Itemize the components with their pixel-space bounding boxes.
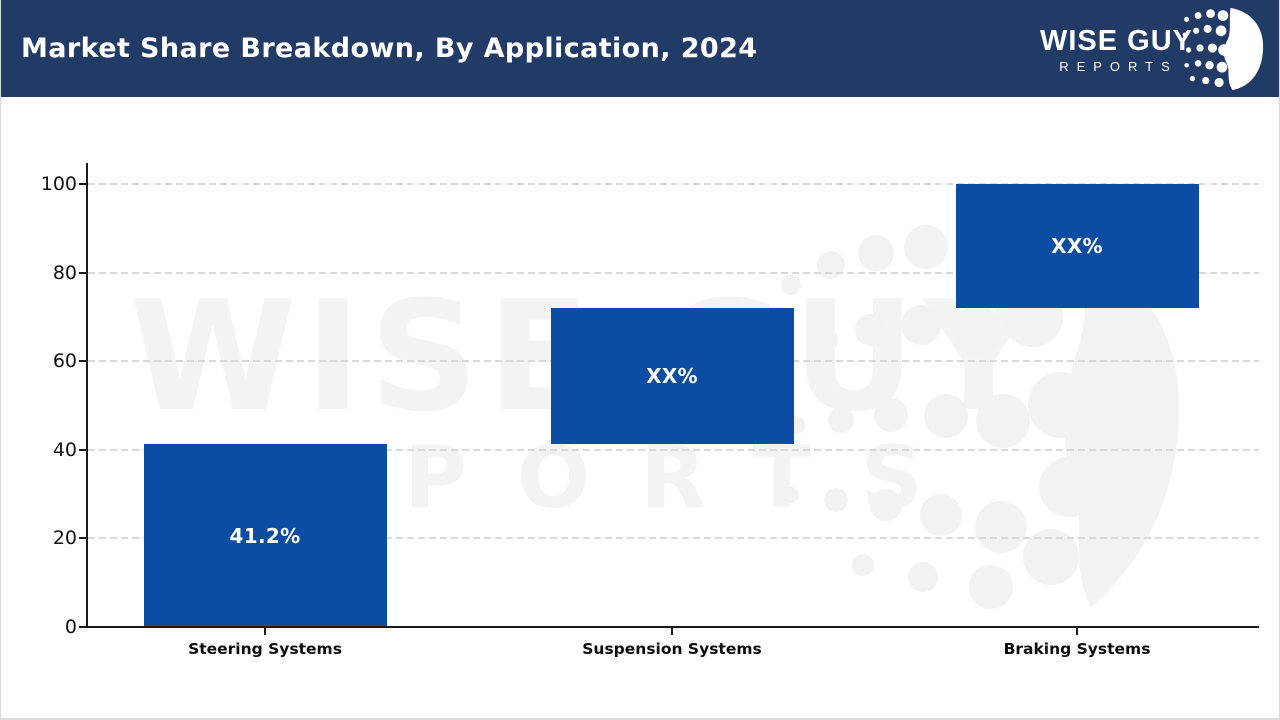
header-band: Market Share Breakdown, By Application, … bbox=[1, 0, 1279, 97]
x-category-label: Steering Systems bbox=[188, 640, 342, 658]
y-tick-label: 80 bbox=[52, 261, 77, 284]
y-tick-label: 100 bbox=[40, 173, 77, 195]
bar-1: XX% bbox=[550, 308, 794, 445]
y-tick-label: 0 bbox=[64, 616, 77, 638]
x-category-label: Braking Systems bbox=[1003, 640, 1151, 658]
wise-guy-logo: WISE GUY REPORTS bbox=[1015, 6, 1265, 92]
y-tick-mark bbox=[79, 537, 86, 540]
y-gridline bbox=[88, 448, 1259, 451]
y-tick-label: 20 bbox=[52, 527, 77, 550]
x-axis-line bbox=[86, 626, 1259, 628]
page-title: Market Share Breakdown, By Application, … bbox=[21, 33, 758, 64]
bar-value-label: 41.2% bbox=[229, 523, 301, 548]
y-tick-mark bbox=[79, 183, 86, 185]
y-axis-line bbox=[86, 163, 88, 628]
bar-0: 41.2% bbox=[143, 444, 387, 627]
x-tick-mark bbox=[1076, 628, 1078, 635]
y-tick-mark bbox=[79, 360, 86, 363]
y-tick-mark bbox=[79, 626, 86, 628]
logo-text: WISE GUY REPORTS bbox=[1040, 25, 1193, 74]
logo-wordmark: WISE GUY bbox=[1039, 24, 1193, 57]
watermark-face-icon bbox=[778, 225, 1180, 609]
y-tick-label: 40 bbox=[52, 438, 77, 461]
y-gridline bbox=[88, 537, 1259, 540]
logo-face-icon bbox=[1182, 7, 1264, 91]
bar-value-label: XX% bbox=[1051, 234, 1103, 259]
y-gridline bbox=[88, 271, 1259, 274]
bar-value-label: XX% bbox=[646, 364, 698, 389]
bar-2: XX% bbox=[955, 184, 1199, 309]
x-category-label: Suspension Systems bbox=[582, 640, 762, 658]
y-tick-mark bbox=[79, 448, 86, 451]
y-tick-label: 60 bbox=[52, 350, 77, 373]
y-gridline bbox=[88, 183, 1259, 185]
x-tick-mark bbox=[264, 628, 266, 635]
logo-subtitle: REPORTS bbox=[1059, 58, 1178, 74]
y-tick-mark bbox=[79, 271, 86, 274]
x-tick-mark bbox=[671, 628, 673, 635]
